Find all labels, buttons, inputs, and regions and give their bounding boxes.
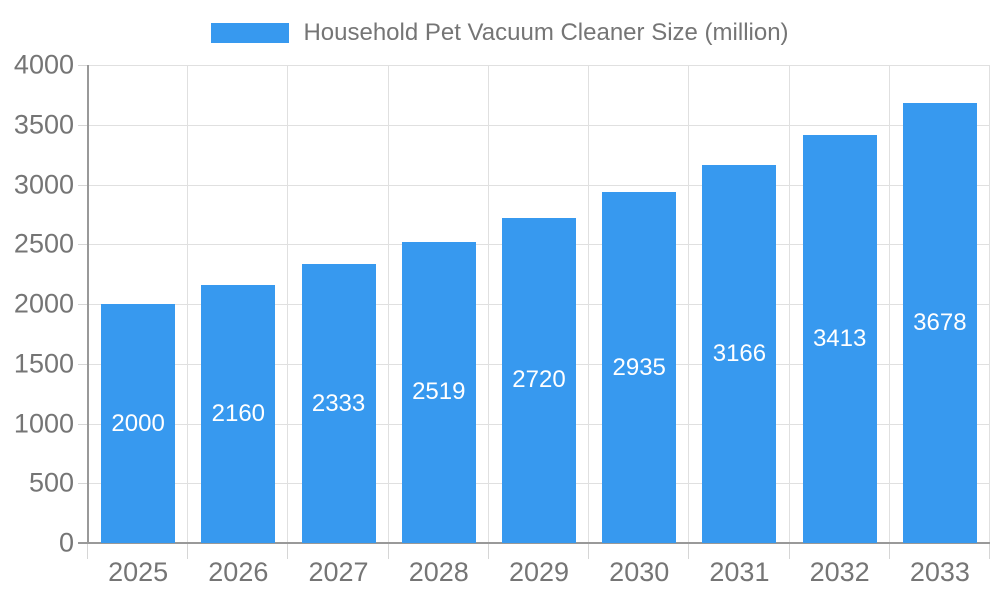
x-gridline xyxy=(788,65,790,543)
x-axis-label: 2025 xyxy=(108,557,169,587)
x-axis-tick xyxy=(888,543,890,559)
y-axis-label: 3500 xyxy=(13,109,74,140)
bar-value-label: 2935 xyxy=(612,353,666,381)
y-axis-label: 1000 xyxy=(13,408,74,438)
bar-value-label: 3413 xyxy=(812,325,867,353)
bar-value-label: 2160 xyxy=(211,399,266,427)
bar-value-label: 2000 xyxy=(111,409,165,437)
bar: 2720 xyxy=(502,217,576,543)
x-axis-label: 2033 xyxy=(909,557,970,587)
x-axis-tick xyxy=(287,543,289,559)
x-axis-tick xyxy=(187,543,189,559)
legend: Household Pet Vacuum Cleaner Size (milli… xyxy=(0,20,1000,46)
y-axis-tick xyxy=(78,423,88,425)
x-gridline xyxy=(287,65,289,543)
y-axis-tick xyxy=(78,184,88,186)
x-gridline xyxy=(487,65,489,543)
y-axis-label: 2500 xyxy=(13,228,74,259)
x-axis-line xyxy=(78,542,990,544)
x-axis-label: 2027 xyxy=(308,557,369,587)
bar: 2160 xyxy=(201,284,276,543)
x-axis-tick xyxy=(989,543,990,559)
bar: 3413 xyxy=(802,135,877,543)
x-axis-label: 2029 xyxy=(508,557,570,587)
x-axis-label: 2026 xyxy=(208,557,269,587)
x-gridline xyxy=(688,65,690,543)
legend-swatch[interactable] xyxy=(211,23,290,43)
x-axis-label: 2030 xyxy=(609,557,670,587)
x-axis-tick xyxy=(788,543,790,559)
x-gridline xyxy=(187,65,189,543)
x-axis-label: 2028 xyxy=(408,557,469,587)
y-axis-line xyxy=(87,65,89,543)
bar-value-label: 3678 xyxy=(913,309,967,337)
bar: 3166 xyxy=(702,164,777,543)
bar: 2935 xyxy=(602,192,677,543)
bar: 2333 xyxy=(301,264,376,543)
y-axis-tick xyxy=(78,363,88,365)
x-gridline xyxy=(588,65,590,543)
x-axis-tick xyxy=(588,543,590,559)
y-axis-label: 0 xyxy=(58,527,74,558)
y-gridline xyxy=(88,65,990,66)
y-axis-tick xyxy=(78,304,88,305)
y-axis-label: 1500 xyxy=(13,348,74,379)
y-axis-tick xyxy=(78,244,88,246)
y-gridline xyxy=(88,184,990,186)
y-axis-tick xyxy=(78,483,88,485)
bar: 3678 xyxy=(902,103,977,543)
y-axis-label: 3000 xyxy=(13,169,74,199)
x-gridline xyxy=(888,65,890,543)
bar-value-label: 2720 xyxy=(512,366,566,394)
x-axis-label: 2032 xyxy=(809,557,870,587)
plot-area: 0 500 1000 1500 2000 2500 3000 3500 4000 2000 2025… xyxy=(14,50,990,587)
y-axis-label: 4000 xyxy=(13,49,74,80)
bar-value-label: 2519 xyxy=(412,378,466,406)
bar: 2519 xyxy=(401,241,476,543)
y-axis-label: 500 xyxy=(28,467,74,498)
bar-value-label: 3166 xyxy=(712,339,767,367)
y-axis-label: 2000 xyxy=(13,288,74,319)
legend-label[interactable]: Household Pet Vacuum Cleaner Size (milli… xyxy=(303,19,789,46)
x-axis-label: 2031 xyxy=(709,557,770,587)
x-gridline xyxy=(989,65,990,543)
y-axis-tick xyxy=(78,124,88,126)
y-axis-tick xyxy=(78,65,88,66)
x-axis-tick xyxy=(688,543,690,559)
x-axis-tick xyxy=(387,543,389,559)
x-axis-tick xyxy=(487,543,489,559)
x-axis-tick xyxy=(87,543,88,559)
y-gridline xyxy=(88,124,990,126)
x-gridline xyxy=(387,65,389,543)
bar-value-label: 2333 xyxy=(311,389,366,417)
bar: 2000 xyxy=(101,304,176,543)
